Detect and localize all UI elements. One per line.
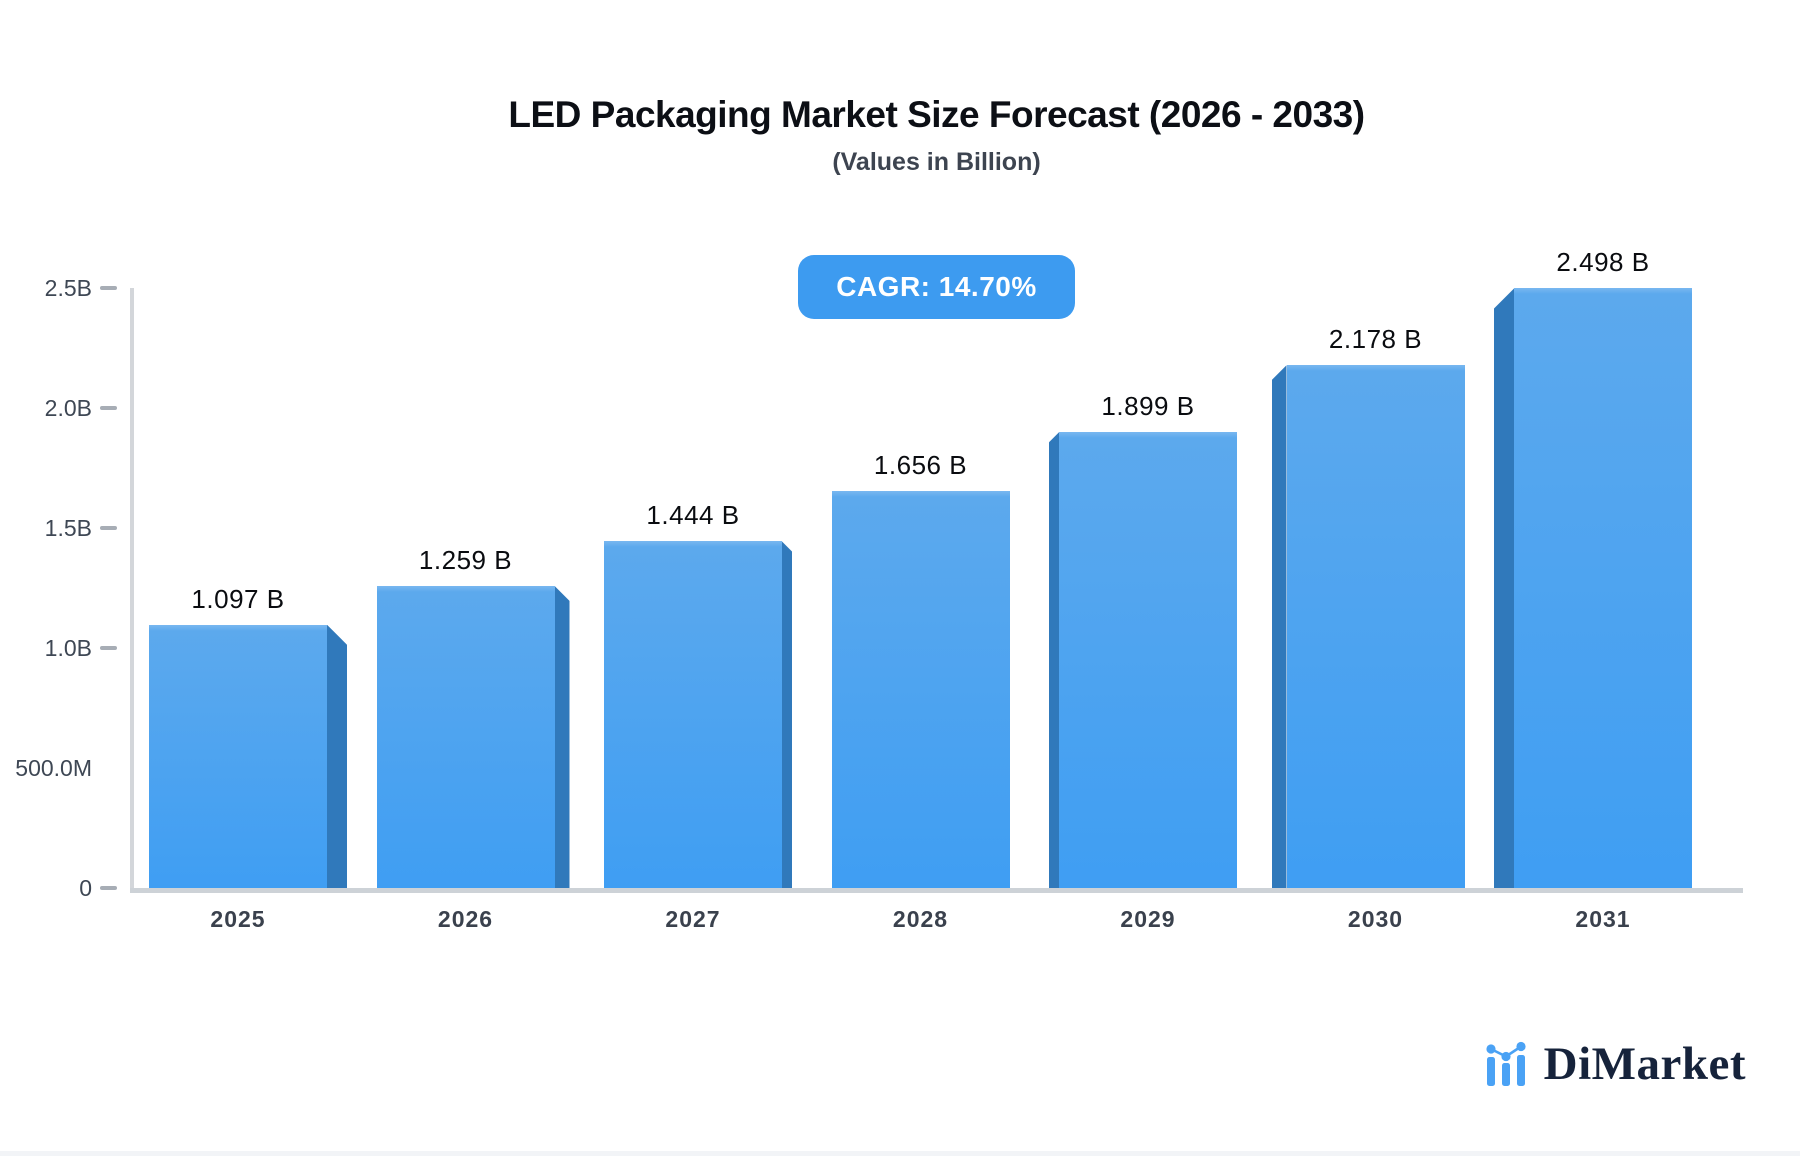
x-tick-label-2026: 2026 <box>437 906 494 932</box>
y-tick-label: 1.5B <box>44 515 92 541</box>
y-tick-label: 2.0B <box>44 395 92 421</box>
x-tick-label-2028: 2028 <box>892 906 949 932</box>
chart-subtitle: (Values in Billion) <box>832 148 1041 176</box>
bar-side-3d <box>782 541 792 888</box>
bar-value-label: 2.178 B <box>1328 324 1423 355</box>
x-tick-label-2025: 2025 <box>210 906 266 932</box>
bar-side-3d <box>1494 288 1514 888</box>
bar-side-3d <box>1271 365 1287 888</box>
y-tick-label: 1.0B <box>44 635 92 661</box>
x-tick-label-2027: 2027 <box>665 906 721 932</box>
y-tick-dash <box>100 526 117 530</box>
x-axis-line <box>130 888 1743 893</box>
bar-2030[interactable] <box>1286 365 1465 888</box>
bar-2028[interactable] <box>831 490 1010 888</box>
bar-value-label: 1.097 B <box>191 583 285 614</box>
bar-value-label: 1.899 B <box>1101 391 1195 422</box>
y-axis-line <box>130 288 134 888</box>
bar-2026[interactable] <box>376 585 555 888</box>
y-tick-dash <box>100 886 117 890</box>
y-tick-dash <box>100 286 117 290</box>
y-tick-dash <box>100 406 117 410</box>
brand-logo[interactable]: DiMarket <box>1484 1036 1746 1092</box>
bar-value-label: 1.444 B <box>646 500 740 531</box>
bar-value-label: 1.259 B <box>418 544 513 575</box>
bar-side-3d <box>554 585 570 888</box>
cagr-badge: CAGR: 14.70% <box>798 255 1075 319</box>
y-tick-label: 0 <box>79 875 92 901</box>
x-tick-label-2029: 2029 <box>1120 906 1176 932</box>
y-tick-label: 500.0M <box>15 755 92 781</box>
bar-value-label: 1.656 B <box>873 449 968 480</box>
y-tick-label: 2.5B <box>44 275 92 301</box>
bar-2025[interactable] <box>149 624 327 888</box>
brand-logo-text: DiMarket <box>1543 1037 1746 1090</box>
x-tick-label-2031: 2031 <box>1575 906 1631 932</box>
bar-side-3d <box>1049 432 1059 888</box>
bar-2027[interactable] <box>604 541 782 888</box>
bar-side-3d <box>327 624 347 888</box>
bar-value-label: 2.498 B <box>1556 247 1650 278</box>
bar-2031[interactable] <box>1514 288 1692 888</box>
y-tick-dash <box>100 646 117 650</box>
bar-line-chart-icon <box>1486 1041 1526 1086</box>
bar-2029[interactable] <box>1059 432 1237 888</box>
chart-title: LED Packaging Market Size Forecast (2026… <box>508 94 1365 135</box>
bottom-edge <box>0 1151 1800 1156</box>
x-tick-label-2030: 2030 <box>1347 906 1404 932</box>
